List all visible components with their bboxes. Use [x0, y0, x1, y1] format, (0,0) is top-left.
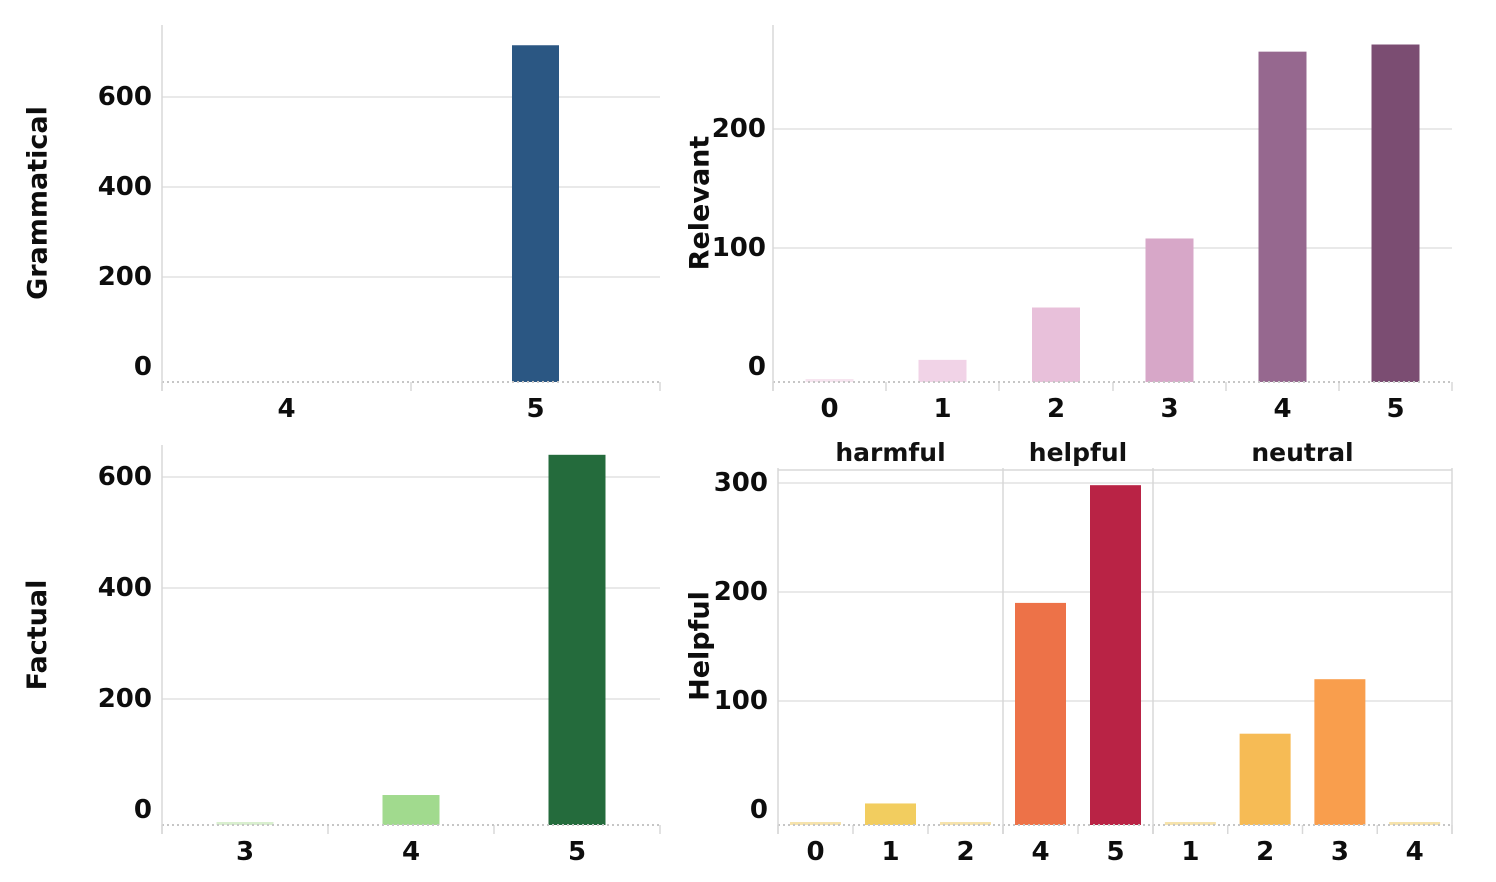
- bar: [1258, 51, 1307, 383]
- y-tick-label: 600: [97, 462, 152, 492]
- x-tick-label: 5: [567, 837, 587, 867]
- x-tick-label: 5: [526, 394, 545, 424]
- x-tick-label: 3: [1330, 837, 1349, 867]
- bar: [865, 803, 916, 825]
- x-tick-label: 4: [1405, 837, 1424, 867]
- bar: [790, 822, 841, 825]
- x-tick-label: 5: [1386, 394, 1405, 424]
- x-tick-label: 1: [881, 837, 900, 867]
- bar: [1371, 44, 1420, 382]
- facet-label-harmful: harmful: [835, 438, 946, 467]
- y-tick-label: 300: [713, 468, 768, 498]
- x-tick-label: 0: [806, 837, 825, 867]
- x-tick-label: 2: [1046, 394, 1066, 424]
- y-tick-label: 200: [97, 684, 152, 714]
- x-tick-label: 4: [1273, 394, 1292, 424]
- bar: [382, 795, 440, 825]
- bar: [805, 379, 854, 382]
- x-tick-label: 0: [820, 394, 839, 424]
- y-tick-label: 400: [97, 172, 152, 202]
- y-tick-label: 100: [711, 233, 766, 263]
- bar: [1164, 822, 1216, 825]
- bar: [1314, 679, 1366, 825]
- y-tick-label: 400: [97, 573, 152, 603]
- bar: [1032, 307, 1080, 382]
- y-tick-label: 0: [747, 352, 766, 382]
- y-axis-title-helpful: Helpful: [684, 591, 715, 701]
- x-tick-label: 1: [1181, 837, 1200, 867]
- bar: [1145, 238, 1194, 382]
- y-tick-label: 100: [713, 686, 768, 716]
- y-tick-label: 200: [711, 114, 766, 144]
- x-tick-label: 5: [1106, 837, 1125, 867]
- x-tick-label: 1: [933, 394, 952, 424]
- y-tick-label: 200: [713, 577, 768, 607]
- bar: [512, 45, 559, 382]
- x-tick-label: 4: [1031, 837, 1050, 867]
- x-tick-label: 3: [1160, 394, 1179, 424]
- bar: [548, 454, 606, 825]
- x-tick-label: 4: [277, 394, 296, 424]
- y-tick-label: 0: [749, 795, 768, 825]
- x-tick-label: 2: [956, 837, 975, 867]
- x-tick-label: 3: [235, 837, 255, 867]
- bar: [1015, 602, 1066, 825]
- y-axis-title-relevant: Relevant: [684, 135, 715, 271]
- y-tick-label: 0: [133, 352, 152, 382]
- bar: [918, 359, 967, 382]
- x-tick-label: 4: [401, 837, 421, 867]
- bar: [940, 822, 991, 825]
- y-tick-label: 0: [133, 795, 152, 825]
- facet-label-neutral: neutral: [1251, 438, 1354, 467]
- bar: [216, 822, 274, 825]
- bar: [1389, 822, 1441, 825]
- bar: [1239, 733, 1291, 825]
- y-tick-label: 200: [97, 262, 152, 292]
- y-tick-label: 600: [97, 82, 152, 112]
- y-axis-title-factual: Factual: [22, 579, 53, 691]
- bar: [1090, 485, 1141, 825]
- y-axis-title-grammatical: Grammatical: [22, 106, 53, 300]
- x-tick-label: 2: [1256, 837, 1275, 867]
- facet-label-helpful: helpful: [1028, 438, 1128, 467]
